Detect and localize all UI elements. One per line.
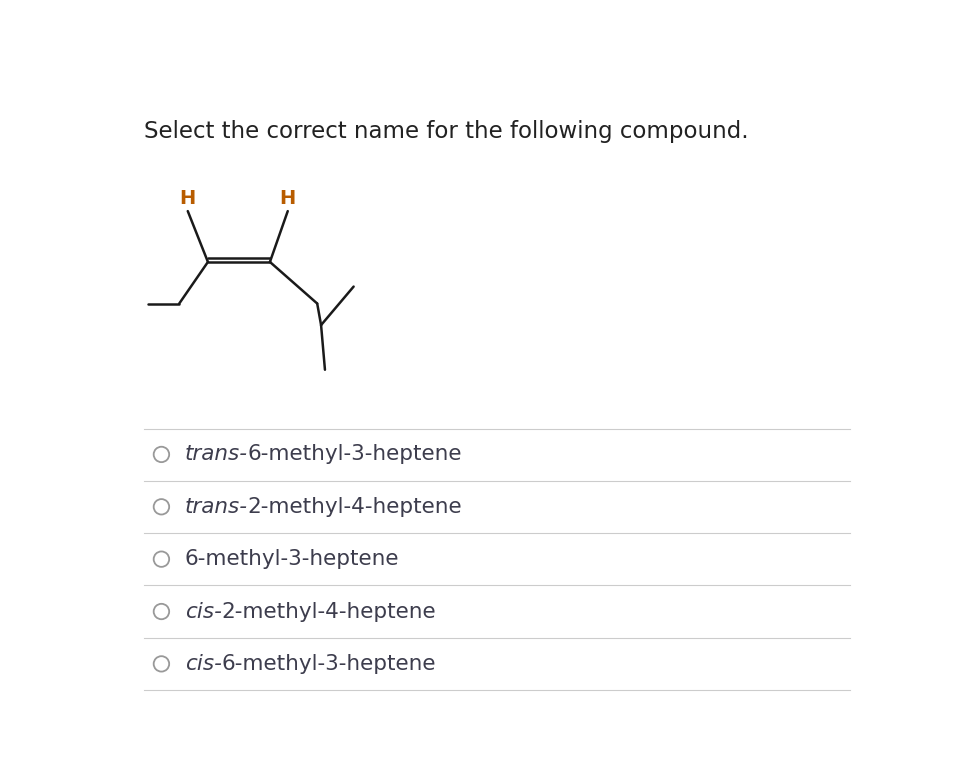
Text: trans-: trans- — [185, 497, 248, 517]
Text: H: H — [179, 189, 196, 208]
Text: 6-methyl-3-heptene: 6-methyl-3-heptene — [222, 654, 436, 674]
Text: Select the correct name for the following compound.: Select the correct name for the followin… — [144, 120, 749, 143]
Text: 6-methyl-3-heptene: 6-methyl-3-heptene — [185, 549, 399, 569]
Text: 6-methyl-3-heptene: 6-methyl-3-heptene — [248, 445, 462, 464]
Text: cis-: cis- — [185, 654, 222, 674]
Text: 2-methyl-4-heptene: 2-methyl-4-heptene — [248, 497, 462, 517]
Text: H: H — [280, 189, 296, 208]
Text: cis-: cis- — [185, 601, 222, 622]
Text: trans-: trans- — [185, 445, 248, 464]
Text: 2-methyl-4-heptene: 2-methyl-4-heptene — [222, 601, 436, 622]
